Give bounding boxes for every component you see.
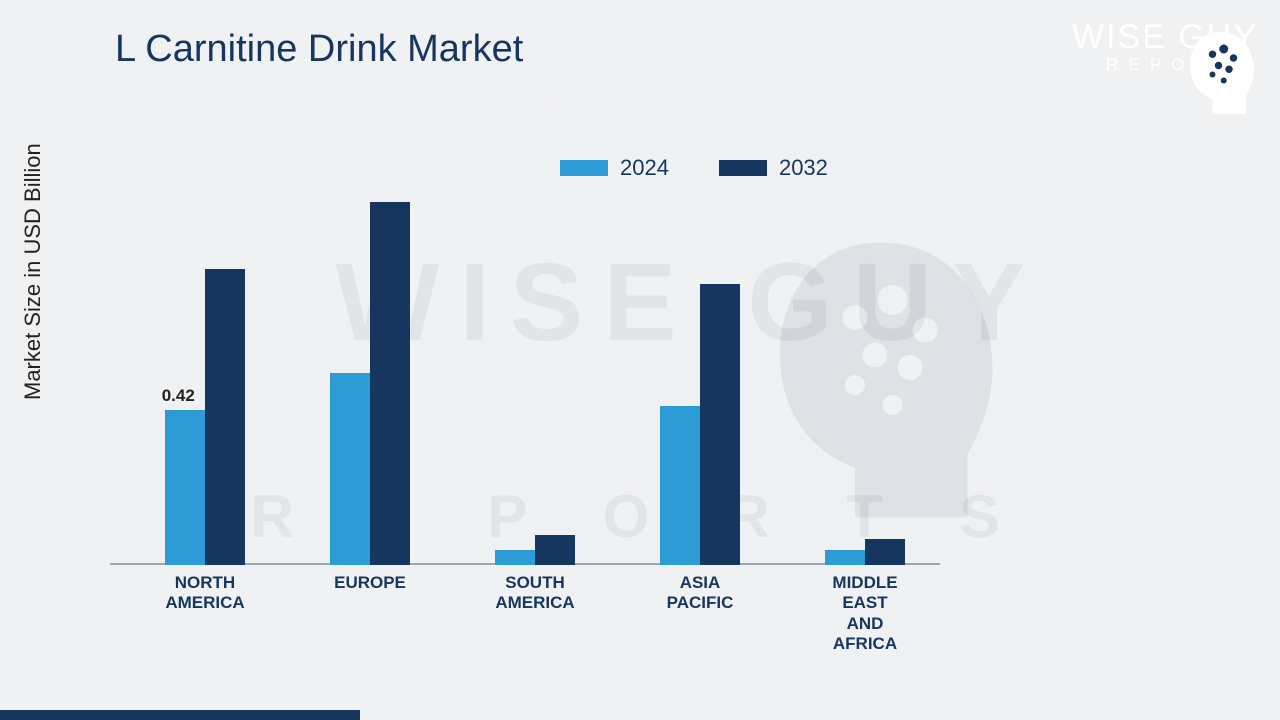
bar-group: SOUTH AMERICA [495,535,575,565]
bar [370,202,410,565]
bar [865,539,905,565]
bar [660,406,700,565]
category-label: SOUTH AMERICA [495,573,574,614]
bottom-accent-bar [0,710,360,720]
bar [825,550,865,565]
bar: 0.42 [165,410,205,565]
bar [535,535,575,565]
category-label: NORTH AMERICA [165,573,244,614]
legend: 2024 2032 [560,155,828,181]
brand-line1: WISE GUY [1072,18,1258,57]
y-axis-label: Market Size in USD Billion [20,143,46,400]
bar [330,373,370,565]
category-label: ASIA PACIFIC [667,573,734,614]
legend-swatch-2024 [560,160,608,176]
legend-item-2024: 2024 [560,155,669,181]
chart-plot: 0.42NORTH AMERICA EUROPE SOUTH AMERICA ASIA… [110,195,940,565]
bar-group: MIDDLE EAST AND AFRICA [825,539,905,565]
legend-swatch-2032 [719,160,767,176]
bar-group: EUROPE [330,202,410,565]
chart-title: L Carnitine Drink Market [115,28,523,71]
category-label: EUROPE [334,573,406,593]
brand-line2: REPORTS [1072,55,1258,75]
bar-value-label: 0.42 [162,386,195,406]
legend-label-2024: 2024 [620,155,669,181]
bar [495,550,535,565]
bar-group: ASIA PACIFIC [660,284,740,565]
legend-label-2032: 2032 [779,155,828,181]
right-panel [960,0,1280,720]
bar [700,284,740,565]
bar [205,269,245,565]
legend-item-2032: 2032 [719,155,828,181]
category-label: MIDDLE EAST AND AFRICA [832,573,897,655]
bar-group: 0.42NORTH AMERICA [165,269,245,565]
brand-logo: WISE GUY REPORTS [1072,18,1258,75]
